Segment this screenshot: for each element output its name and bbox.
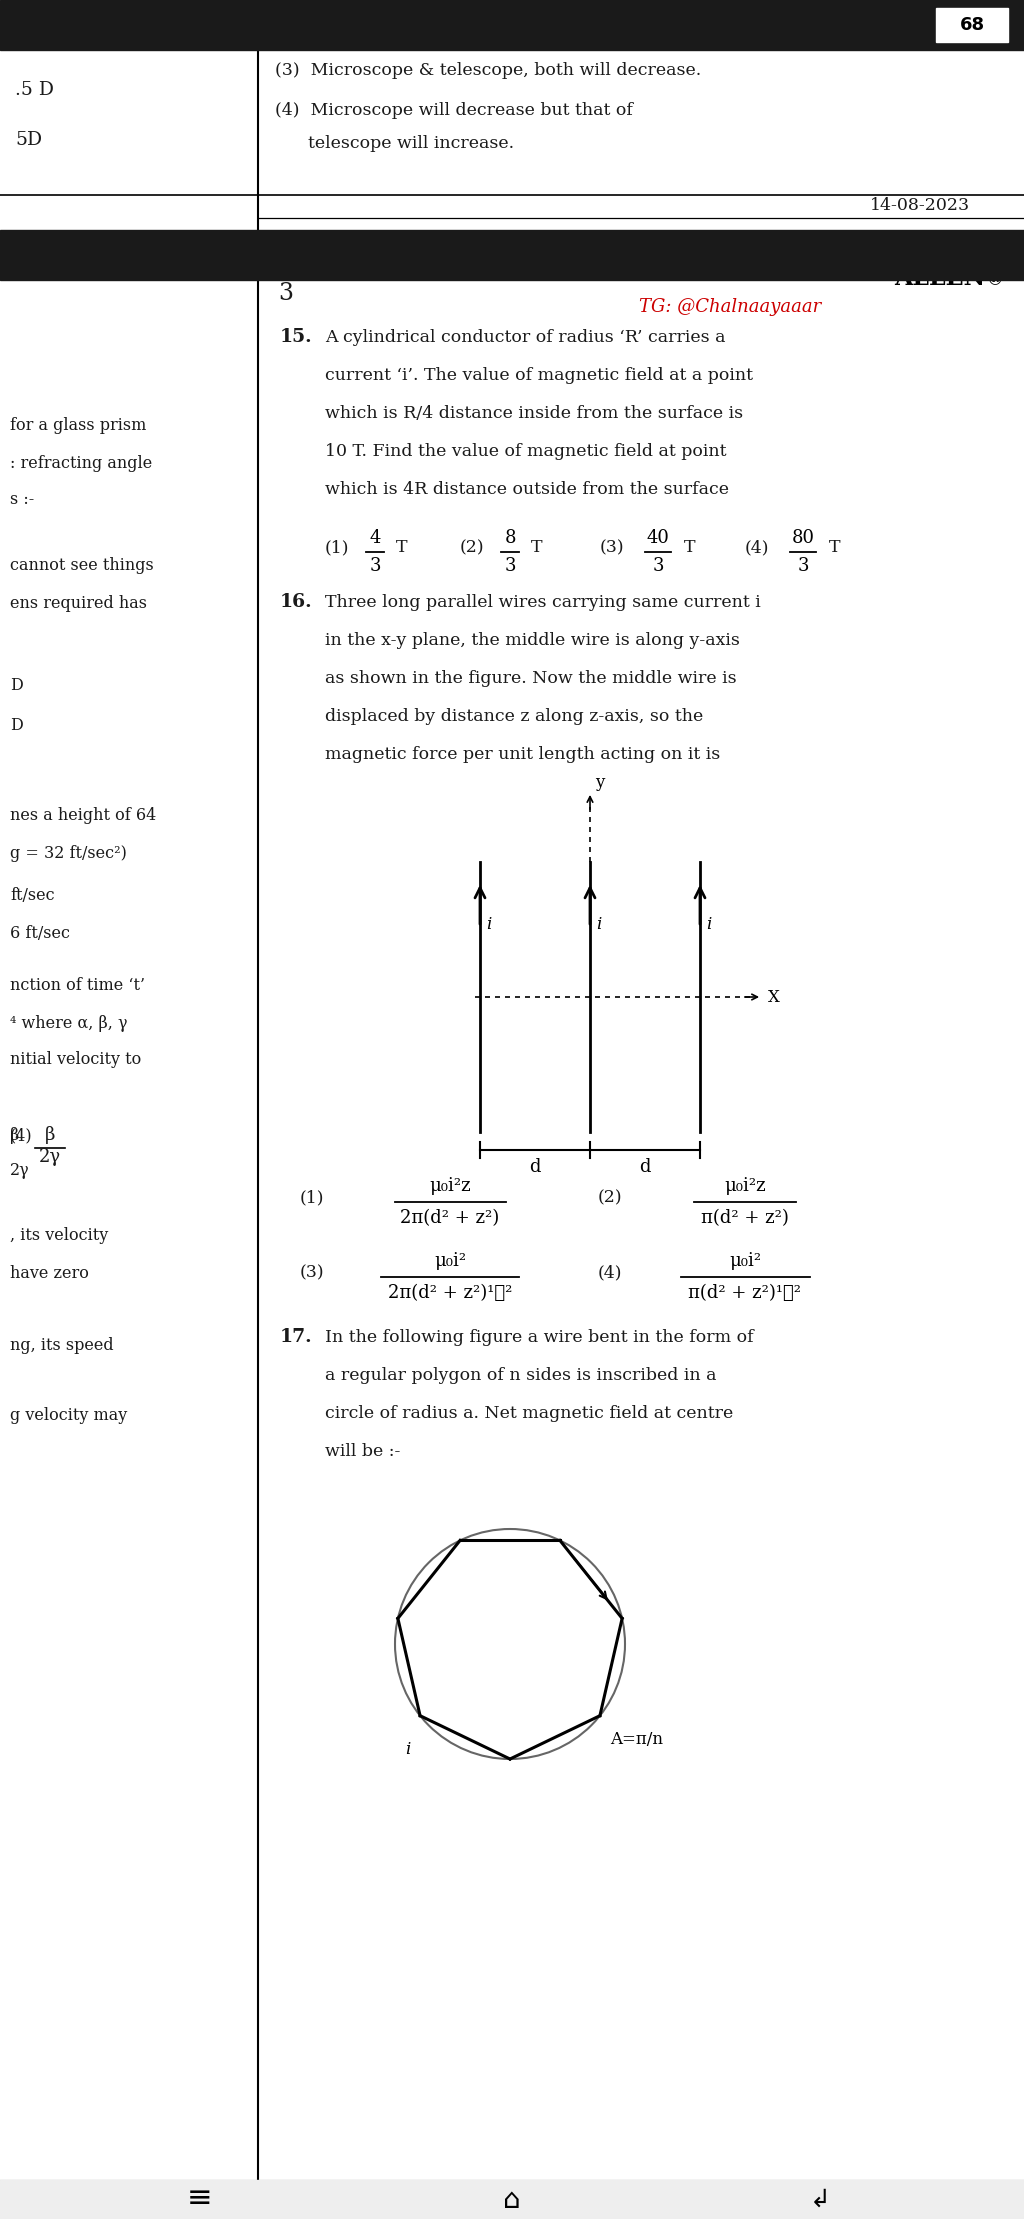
Text: magnetic force per unit length acting on it is: magnetic force per unit length acting on… (325, 746, 720, 763)
Text: .5 D: .5 D (15, 82, 54, 100)
Text: π(d² + z²): π(d² + z²) (701, 1209, 788, 1227)
Text: 8: 8 (504, 528, 516, 548)
Text: displaced by distance z along z-axis, so the: displaced by distance z along z-axis, so… (325, 708, 703, 726)
Text: 6 ft/sec: 6 ft/sec (10, 925, 70, 943)
Text: 17.: 17. (280, 1327, 312, 1347)
Text: 80: 80 (792, 528, 814, 548)
Text: nes a height of 64: nes a height of 64 (10, 808, 157, 823)
Text: y: y (595, 774, 604, 790)
Text: μ₀i²z: μ₀i²z (429, 1176, 471, 1196)
Text: (3): (3) (300, 1265, 325, 1280)
Text: T: T (684, 539, 695, 557)
Text: (2): (2) (598, 1189, 623, 1205)
Text: (4): (4) (10, 1127, 33, 1145)
Text: 2γ: 2γ (10, 1163, 30, 1178)
Text: (4): (4) (745, 539, 769, 557)
Text: (3)  Microscope & telescope, both will decrease.: (3) Microscope & telescope, both will de… (275, 62, 701, 80)
Text: 5D: 5D (15, 131, 42, 149)
Text: A cylindrical conductor of radius ‘R’ carries a: A cylindrical conductor of radius ‘R’ ca… (325, 328, 725, 346)
Text: s :-: s :- (10, 490, 34, 508)
Text: D: D (10, 717, 23, 734)
Text: X: X (768, 990, 780, 1005)
Text: ®: ® (987, 273, 1004, 288)
Text: Three long parallel wires carrying same current i: Three long parallel wires carrying same … (325, 595, 761, 610)
Text: 3: 3 (504, 557, 516, 575)
Text: which is 4R distance outside from the surface: which is 4R distance outside from the su… (325, 482, 729, 497)
Text: ⁴ where α, β, γ: ⁴ where α, β, γ (10, 1014, 128, 1032)
Text: A=π/n: A=π/n (610, 1731, 663, 1749)
Text: μ₀i²: μ₀i² (434, 1252, 466, 1269)
Bar (936, 9, 1008, 42)
Text: in the x-y plane, the middle wire is along y-axis: in the x-y plane, the middle wire is alo… (325, 632, 740, 648)
Text: ≡: ≡ (187, 2183, 213, 2215)
Text: i: i (486, 916, 492, 932)
Text: 2π(d² + z²): 2π(d² + z²) (400, 1209, 500, 1227)
Text: T: T (531, 539, 543, 557)
Text: g velocity may: g velocity may (10, 1407, 127, 1425)
Text: will be :-: will be :- (325, 1442, 400, 1460)
Text: a regular polygon of n sides is inscribed in a: a regular polygon of n sides is inscribe… (325, 1367, 717, 1385)
Text: (2): (2) (460, 539, 484, 557)
Text: which is R/4 distance inside from the surface is: which is R/4 distance inside from the su… (325, 406, 743, 422)
Text: 2γ: 2γ (39, 1147, 61, 1165)
Text: : refracting angle: : refracting angle (10, 455, 153, 473)
Text: π(d² + z²)¹ᐟ²: π(d² + z²)¹ᐟ² (688, 1285, 802, 1303)
Text: D: D (10, 677, 23, 695)
Text: nction of time ‘t’: nction of time ‘t’ (10, 976, 145, 994)
Text: μ₀i²: μ₀i² (729, 1252, 761, 1269)
Text: T: T (829, 539, 841, 557)
Text: current ‘i’. The value of magnetic field at a point: current ‘i’. The value of magnetic field… (325, 366, 753, 384)
Text: T: T (396, 539, 408, 557)
Text: 3: 3 (370, 557, 381, 575)
Text: 3: 3 (278, 282, 293, 304)
Text: for a glass prism: for a glass prism (10, 417, 146, 435)
Text: i: i (406, 1742, 411, 1757)
Text: (3): (3) (600, 539, 625, 557)
Text: have zero: have zero (10, 1265, 89, 1283)
Text: as shown in the figure. Now the middle wire is: as shown in the figure. Now the middle w… (325, 670, 736, 688)
Text: ens required has: ens required has (10, 595, 147, 612)
Text: 3: 3 (652, 557, 664, 575)
Text: 16.: 16. (280, 592, 312, 610)
Text: g = 32 ft/sec²): g = 32 ft/sec²) (10, 845, 127, 861)
Text: (4)  Microscope will decrease but that of: (4) Microscope will decrease but that of (275, 102, 633, 120)
Text: ALLEN: ALLEN (894, 266, 985, 291)
Text: 14-08-2023: 14-08-2023 (869, 197, 970, 213)
Text: TG: @Chalnaayaaar: TG: @Chalnaayaaar (639, 297, 821, 315)
Text: (1): (1) (325, 539, 349, 557)
Text: ↲: ↲ (810, 2188, 830, 2212)
Text: i: i (596, 916, 601, 932)
Bar (0, 0, 1024, 51)
Text: 68: 68 (959, 16, 984, 33)
Text: β: β (10, 1127, 19, 1145)
Text: 3: 3 (798, 557, 809, 575)
Bar (0, 2179, 1024, 2219)
Bar (0, 231, 1024, 280)
Text: , its velocity: , its velocity (10, 1227, 109, 1245)
Text: 15.: 15. (280, 328, 312, 346)
Text: d: d (529, 1158, 541, 1176)
Text: μ₀i²z: μ₀i²z (724, 1176, 766, 1196)
Text: i: i (706, 916, 712, 932)
Text: 4: 4 (370, 528, 381, 548)
Text: (4): (4) (598, 1265, 623, 1280)
Text: (1): (1) (300, 1189, 325, 1205)
Text: d: d (639, 1158, 650, 1176)
Text: β: β (45, 1125, 55, 1145)
Text: ⌂: ⌂ (503, 2186, 521, 2215)
Text: 2π(d² + z²)¹ᐟ²: 2π(d² + z²)¹ᐟ² (388, 1285, 512, 1303)
Text: In the following figure a wire bent in the form of: In the following figure a wire bent in t… (325, 1329, 754, 1347)
Text: 40: 40 (646, 528, 670, 548)
Text: circle of radius a. Net magnetic field at centre: circle of radius a. Net magnetic field a… (325, 1405, 733, 1422)
Text: ft/sec: ft/sec (10, 888, 54, 903)
Text: telescope will increase.: telescope will increase. (275, 135, 514, 151)
Text: nitial velocity to: nitial velocity to (10, 1052, 141, 1067)
Text: ng, its speed: ng, its speed (10, 1338, 114, 1354)
Text: cannot see things: cannot see things (10, 557, 154, 575)
Text: 10 T. Find the value of magnetic field at point: 10 T. Find the value of magnetic field a… (325, 444, 726, 459)
